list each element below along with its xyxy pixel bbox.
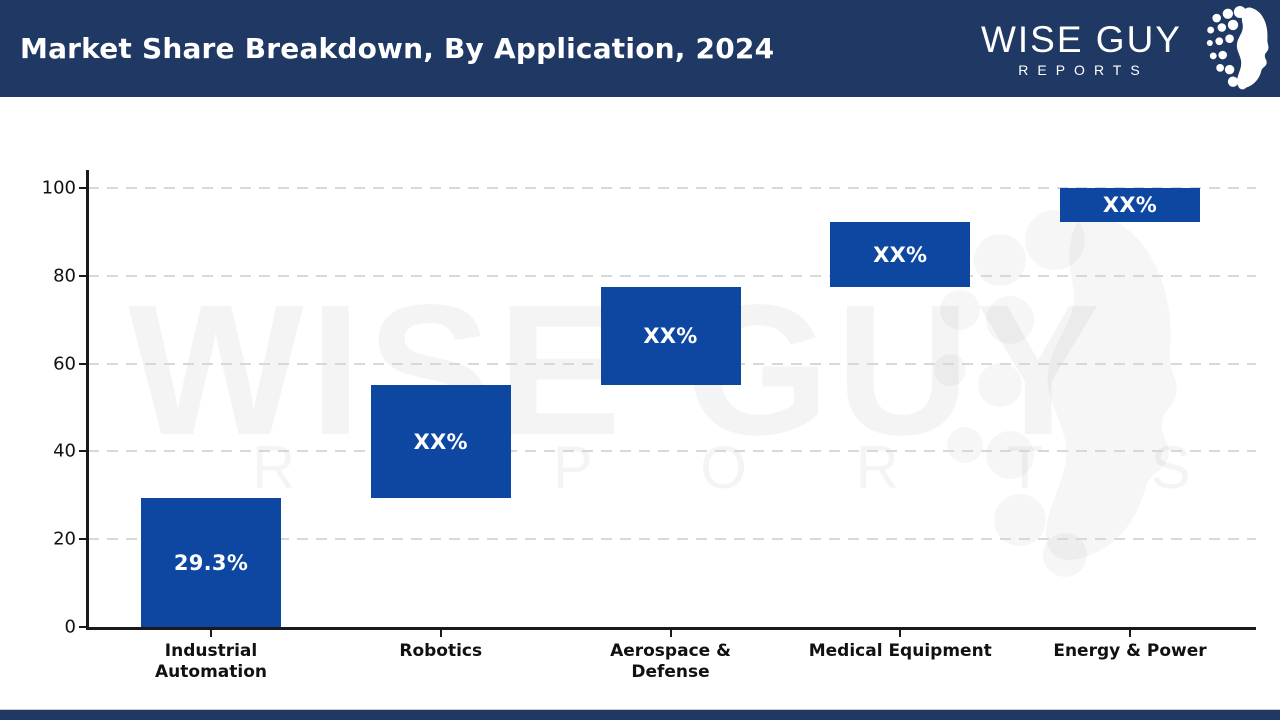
- bar-value-label: XX%: [413, 429, 468, 454]
- x-axis: [86, 627, 1256, 630]
- x-tick-mark: [210, 629, 212, 637]
- y-tick-mark: [79, 450, 87, 453]
- logo-subname: REPORTS: [1018, 61, 1149, 78]
- x-tick-label: Energy & Power: [1053, 641, 1207, 661]
- y-tick-label: 20: [53, 528, 76, 550]
- x-tick-mark: [899, 629, 902, 637]
- x-tick-mark: [439, 629, 442, 637]
- x-tick-mark: [669, 629, 672, 637]
- y-tick-mark: [79, 362, 87, 365]
- y-tick-label: 40: [53, 440, 76, 462]
- header: Market Share Breakdown, By Application, …: [0, 0, 1280, 97]
- bar: XX%: [1060, 188, 1200, 223]
- bar: XX%: [600, 287, 741, 385]
- bar-value-label: 29.3%: [173, 550, 249, 575]
- footer-divider: [0, 709, 1280, 710]
- logo-name: WISE GUY: [980, 18, 1182, 60]
- y-tick-mark: [79, 187, 87, 189]
- x-tick-label: Industrial Automation: [155, 641, 267, 682]
- gridline: [88, 187, 1256, 189]
- x-tick-label: Medical Equipment: [808, 641, 992, 661]
- x-tick-mark: [1129, 629, 1131, 637]
- gridline: [88, 450, 1256, 453]
- logo-face-icon: [1206, 5, 1269, 89]
- y-tick-mark: [79, 538, 87, 541]
- bar-value-label: XX%: [643, 323, 698, 348]
- y-tick-label: 60: [53, 353, 76, 375]
- x-tick-label: Aerospace & Defense: [610, 641, 731, 682]
- brand-logo: WISE GUY REPORTS: [981, 5, 1270, 92]
- bar: XX%: [830, 222, 971, 288]
- bar: 29.3%: [141, 498, 281, 627]
- logo-wordmark: WISE GUY REPORTS: [981, 21, 1182, 77]
- footer-bar: [0, 710, 1280, 720]
- y-tick-mark: [79, 274, 87, 277]
- y-tick-label: 100: [41, 177, 76, 199]
- bar: XX%: [370, 384, 511, 499]
- page-title: Market Share Breakdown, By Application, …: [20, 32, 775, 65]
- gridline: [88, 538, 1256, 541]
- y-tick-mark: [79, 626, 87, 628]
- y-axis: [86, 170, 89, 629]
- gridline: [88, 274, 1256, 277]
- x-tick-label: Robotics: [399, 641, 483, 661]
- y-tick-label: 0: [64, 616, 76, 638]
- bar-value-label: XX%: [1102, 193, 1158, 218]
- chart: 0 20 40 60 80 100 29.3% XX% XX% XX% XX% Industrial A…: [0, 97, 1280, 710]
- bar-value-label: XX%: [873, 242, 928, 267]
- y-tick-label: 80: [53, 265, 76, 287]
